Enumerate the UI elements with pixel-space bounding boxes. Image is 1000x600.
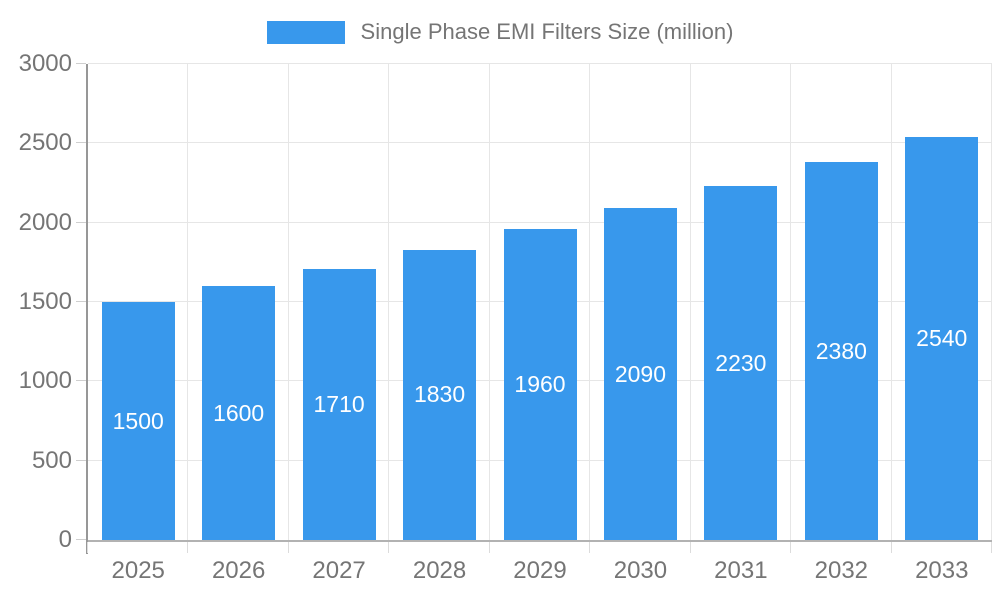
x-gridline	[187, 64, 189, 540]
x-axis-tick	[589, 542, 591, 553]
bar-2028[interactable]: 1830	[403, 249, 477, 540]
bar-value-label: 2540	[916, 325, 968, 351]
y-gridline	[88, 221, 992, 223]
y-axis-label: 0	[58, 526, 72, 553]
x-axis-label: 2030	[613, 557, 668, 584]
x-axis-label: 2032	[814, 557, 869, 584]
bar-2031[interactable]: 2230	[704, 186, 778, 540]
x-gridline	[890, 64, 892, 540]
y-axis-tick	[76, 380, 86, 382]
bar-value-label: 2090	[614, 360, 667, 387]
bar-value-label: 1710	[313, 390, 365, 417]
x-axis-label: 2027	[312, 557, 366, 584]
x-axis-label: 2031	[714, 557, 768, 584]
bar-2033[interactable]: 2540	[905, 137, 979, 540]
y-gridline	[88, 63, 992, 64]
bar-2027[interactable]: 1710	[302, 268, 376, 540]
y-axis-label: 1500	[18, 288, 72, 315]
bar-value-label: 1500	[112, 407, 164, 434]
y-axis-tick	[76, 221, 86, 223]
x-axis-tick	[991, 542, 992, 553]
x-gridline	[790, 64, 792, 540]
x-axis-label: 2025	[111, 557, 165, 584]
y-axis-tick	[76, 459, 86, 461]
bar-value-label: 1830	[413, 381, 466, 408]
bar-value-label: 2230	[715, 349, 767, 376]
bar-value-label: 1960	[514, 371, 566, 397]
x-axis-tick	[87, 542, 88, 553]
y-axis-tick	[76, 142, 86, 144]
y-axis-label: 2500	[18, 129, 72, 157]
bar-2026[interactable]: 1600	[202, 286, 276, 540]
bar-2029[interactable]: 1960	[503, 229, 577, 540]
x-gridline	[388, 64, 390, 540]
bar-2025[interactable]: 1500	[101, 302, 175, 540]
x-axis-tick	[187, 542, 189, 553]
x-axis-tick	[287, 542, 289, 553]
x-axis-label: 2026	[211, 557, 266, 584]
x-gridline	[589, 64, 591, 540]
y-axis-tick	[76, 63, 86, 64]
x-gridline	[287, 64, 289, 540]
x-axis-tick	[488, 542, 490, 553]
x-axis-tick	[790, 542, 792, 553]
plot-area: 1500 1600 1710 1830 1960 2090 2230 2380 2540	[88, 63, 992, 542]
y-axis-tick	[76, 539, 86, 540]
x-axis-label: 2029	[513, 557, 567, 584]
legend-swatch-icon	[266, 20, 345, 44]
y-axis-label: 1000	[18, 367, 72, 395]
y-axis-label: 3000	[18, 50, 72, 77]
bar-2032[interactable]: 2380	[804, 162, 878, 540]
bar-2030[interactable]: 2090	[603, 208, 677, 540]
y-axis-label: 500	[31, 446, 72, 474]
x-axis-tick	[890, 542, 892, 553]
x-axis-label: 2033	[915, 557, 969, 584]
x-gridline	[488, 64, 490, 540]
x-axis-tick	[388, 542, 390, 553]
y-axis-line	[86, 64, 88, 554]
x-gridline	[991, 64, 992, 540]
x-axis-label: 2028	[412, 557, 467, 584]
x-gridline	[689, 64, 691, 540]
bar-value-label: 1600	[213, 399, 265, 426]
legend[interactable]: Single Phase EMI Filters Size (million)	[0, 16, 1000, 48]
legend-label: Single Phase EMI Filters Size (million)	[360, 19, 734, 44]
y-gridline	[88, 142, 992, 144]
x-axis-tick	[689, 542, 691, 553]
y-axis-label: 2000	[18, 208, 72, 236]
y-axis-tick	[76, 301, 86, 302]
bar-value-label: 2380	[815, 337, 867, 364]
